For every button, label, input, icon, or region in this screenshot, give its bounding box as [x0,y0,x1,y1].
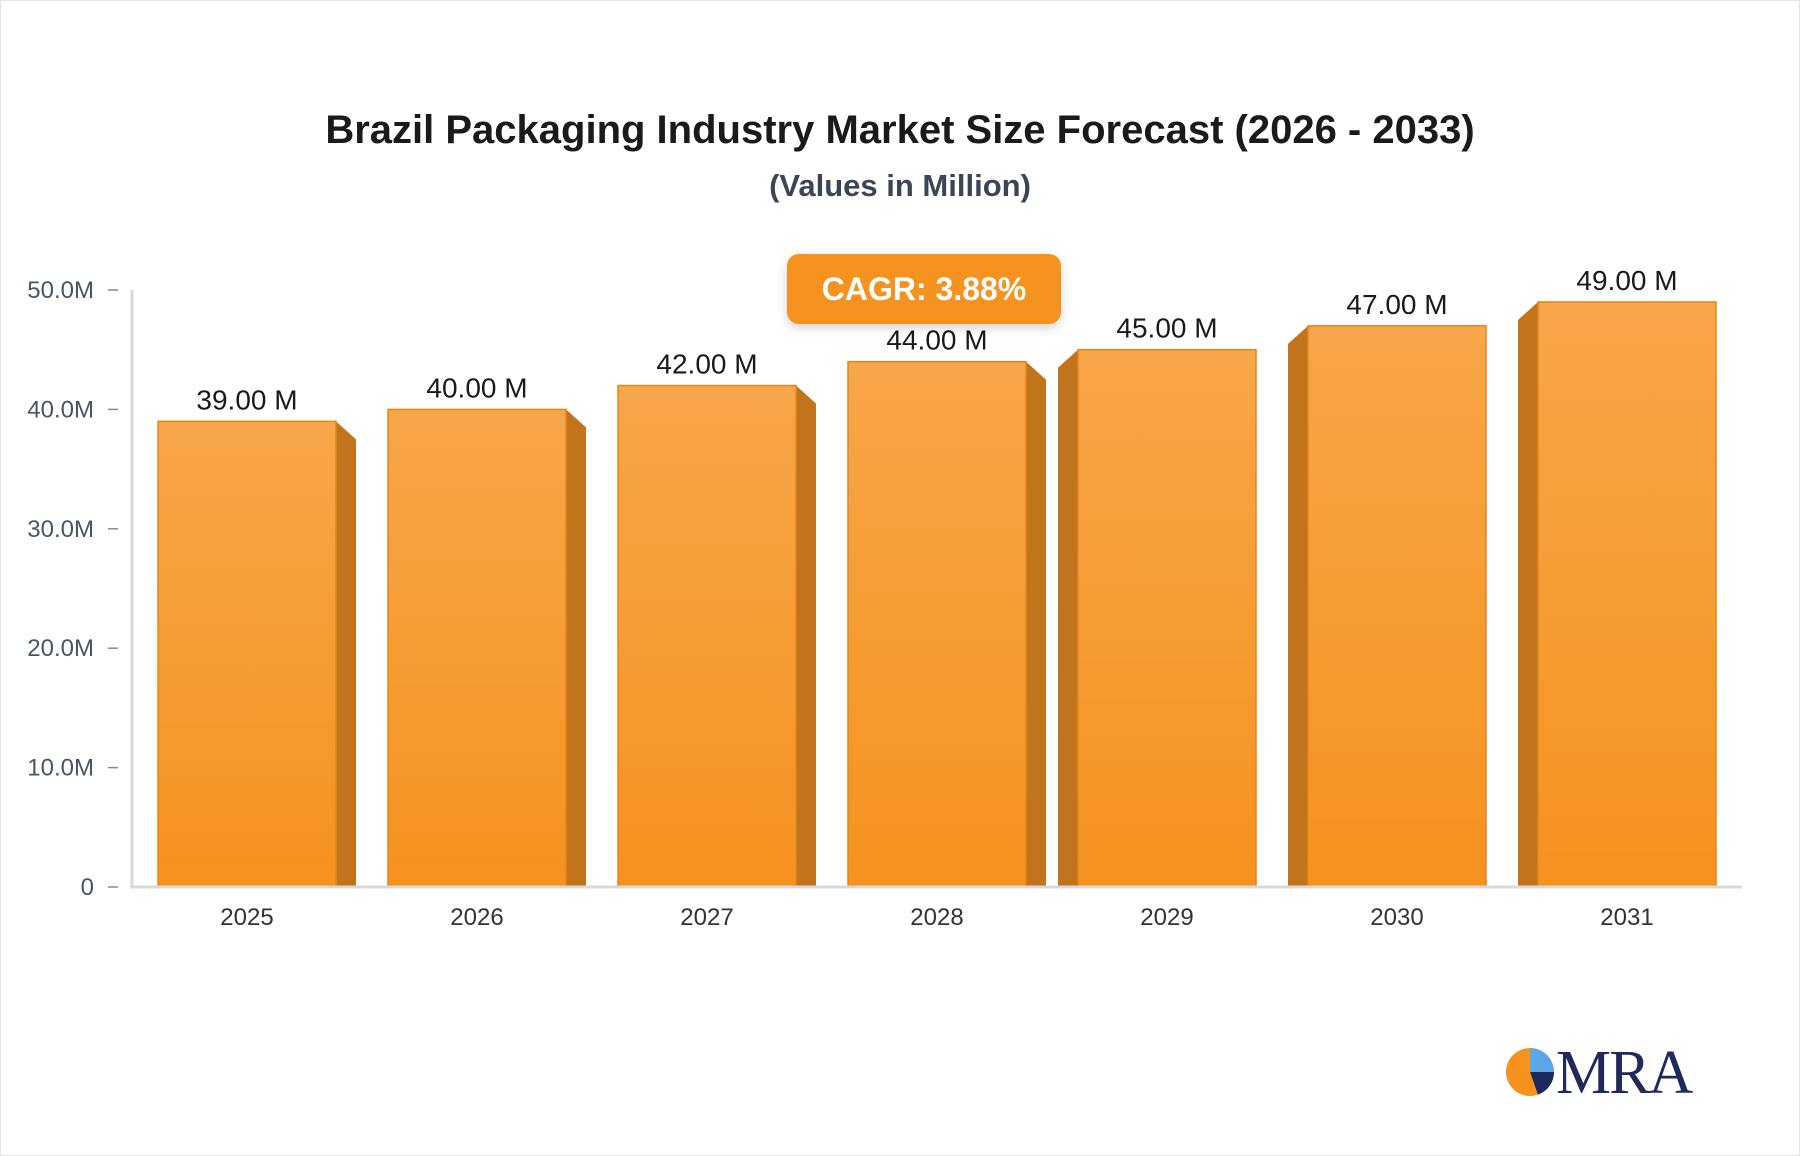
bar-side [566,409,586,887]
y-tick-label: 50.0M [27,277,94,304]
bar-side [1288,325,1308,887]
bar-side [1518,301,1538,887]
bar-side [1058,349,1078,887]
bar [387,408,567,888]
chart-title: Brazil Packaging Industry Market Size Fo… [325,108,1475,152]
x-tick-label: 2025 [220,904,273,931]
y-tick-label: 30.0M [27,516,94,543]
bar-side [1026,361,1046,887]
x-tick-label: 2027 [680,904,733,931]
data-label: 44.00 M [886,325,987,356]
logo-text: MRA [1556,1039,1693,1107]
x-tick-label: 2030 [1370,904,1423,931]
x-tick-label: 2031 [1600,904,1653,931]
bar [847,360,1027,888]
data-label: 39.00 M [196,384,297,415]
data-label: 45.00 M [1116,313,1217,344]
x-tick-label: 2026 [450,904,503,931]
y-tick-label: 10.0M [27,755,94,782]
bar-side [796,385,816,887]
bar-side [336,421,356,887]
x-tick-label: 2029 [1140,904,1193,931]
data-label: 42.00 M [656,349,757,380]
mra-logo: MRA [1504,1039,1694,1110]
y-tick-label: 40.0M [27,396,94,423]
data-label: 49.00 M [1576,265,1677,296]
bar [1077,348,1257,888]
data-label: 40.00 M [426,372,527,403]
y-tick-label: 0 [81,874,94,901]
chart-subtitle: (Values in Million) [769,168,1031,203]
x-tick-label: 2028 [910,904,963,931]
bar [617,384,797,888]
logo-pie-icon [1506,1048,1554,1096]
data-label: 47.00 M [1346,289,1447,320]
bar [1537,301,1717,888]
cagr-badge: CAGR: 3.88% [787,254,1061,324]
bar [157,420,337,888]
bar [1307,325,1487,888]
y-tick-label: 20.0M [27,635,94,662]
